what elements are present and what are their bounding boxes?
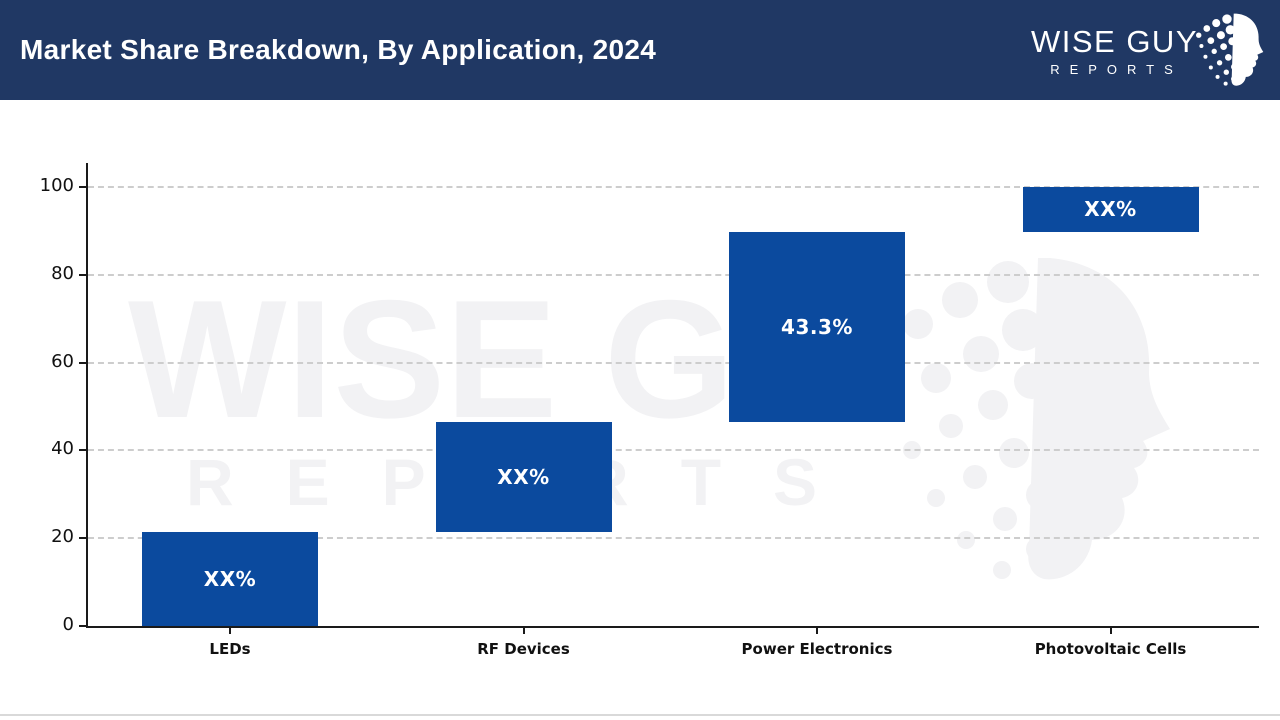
y-tick-mark bbox=[79, 537, 87, 540]
wiseguy-logo: WISE GUY REPORTS bbox=[1031, 6, 1266, 94]
x-tick-mark bbox=[229, 626, 231, 634]
y-tick-label: 80 bbox=[51, 262, 74, 284]
gridline bbox=[88, 273, 1259, 276]
x-tick-label: RF Devices bbox=[477, 640, 570, 658]
y-axis-line bbox=[86, 163, 88, 628]
y-tick-label: 20 bbox=[51, 526, 74, 548]
y-tick-label: 100 bbox=[39, 175, 74, 196]
x-tick-label: Photovoltaic Cells bbox=[1034, 640, 1187, 658]
bar-value-label: XX% bbox=[497, 464, 550, 489]
bar-rf-devices: XX% bbox=[435, 421, 612, 532]
bar-value-label: XX% bbox=[1084, 197, 1137, 222]
y-tick-label: 60 bbox=[51, 350, 74, 372]
x-tick-mark bbox=[522, 626, 525, 634]
y-tick-mark bbox=[79, 625, 87, 627]
bottom-border-line bbox=[0, 714, 1280, 716]
bar-value-label: 43.3% bbox=[781, 314, 853, 339]
y-tick-mark bbox=[79, 449, 87, 452]
x-tick-label: Power Electronics bbox=[741, 640, 893, 658]
logo-wordmark: WISE GUY bbox=[1030, 23, 1198, 59]
y-tick-mark bbox=[79, 361, 87, 364]
logo-subtitle: REPORTS bbox=[1050, 61, 1183, 77]
wiseguy-face-icon bbox=[1196, 13, 1264, 86]
gridline bbox=[88, 449, 1259, 452]
gridline bbox=[88, 186, 1259, 188]
x-axis-line bbox=[86, 626, 1259, 628]
y-tick-label: 40 bbox=[51, 438, 74, 460]
x-tick-mark bbox=[816, 626, 818, 634]
y-tick-mark bbox=[79, 273, 87, 276]
header-bar: Market Share Breakdown, By Application, … bbox=[0, 0, 1280, 100]
y-tick-label: 0 bbox=[62, 614, 74, 635]
gridline bbox=[88, 537, 1259, 540]
chart-area: WISE GU REPORTS 020406080100XX%LEDsXX%RF… bbox=[0, 100, 1280, 720]
bar-power-electronics: 43.3% bbox=[729, 231, 905, 422]
logo-text: WISE GUY REPORTS bbox=[1031, 24, 1198, 77]
bar-leds: XX% bbox=[142, 531, 318, 626]
bar-photovoltaic-cells: XX% bbox=[1022, 187, 1199, 232]
bar-value-label: XX% bbox=[203, 566, 257, 591]
chart-title: Market Share Breakdown, By Application, … bbox=[20, 34, 657, 65]
x-tick-mark bbox=[1109, 626, 1112, 634]
plot-region: 0 20 40 60 80 100 XX% LEDs XX% RF Devices 43.3% Pow… bbox=[0, 100, 1280, 720]
gridline bbox=[88, 361, 1259, 364]
x-tick-label: LEDs bbox=[209, 640, 251, 658]
y-tick-mark bbox=[79, 186, 87, 188]
